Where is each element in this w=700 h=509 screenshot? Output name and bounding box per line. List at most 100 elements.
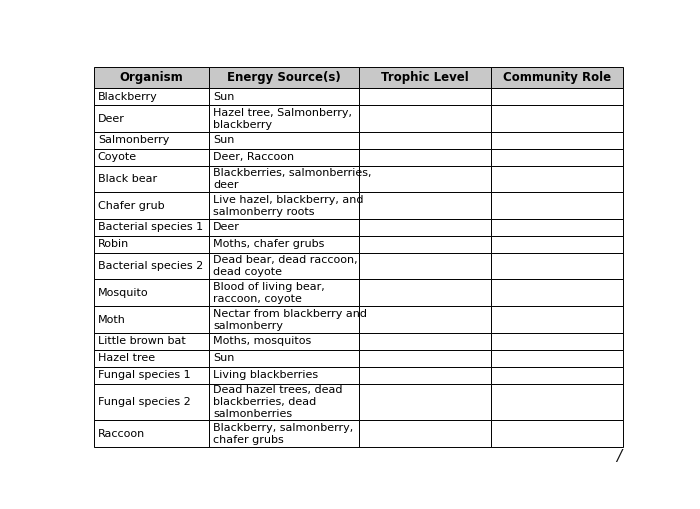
Bar [358,279,491,306]
Bar [358,67,491,88]
Text: Raccoon: Raccoon [98,429,145,439]
Text: Living blackberries: Living blackberries [214,370,318,380]
Bar [358,253,491,279]
Bar [491,350,624,366]
Text: Bacterial species 2: Bacterial species 2 [98,261,203,271]
Bar [209,149,358,165]
Text: Organism: Organism [120,71,183,84]
Bar [491,366,624,384]
Text: Salmonberry: Salmonberry [98,135,169,146]
Bar [491,279,624,306]
Bar [209,350,358,366]
Bar [94,165,209,192]
Bar [491,132,624,149]
Text: /: / [616,449,621,464]
Bar [94,384,209,420]
Bar [358,350,491,366]
Text: Black bear: Black bear [98,174,157,184]
Text: Nectar from blackberry and
salmonberry: Nectar from blackberry and salmonberry [214,308,368,330]
Bar [491,253,624,279]
Text: Hazel tree, Salmonberry,
blackberry: Hazel tree, Salmonberry, blackberry [214,107,352,129]
Bar [358,236,491,253]
Bar [358,192,491,219]
Text: Fungal species 2: Fungal species 2 [98,397,190,407]
Bar [491,88,624,105]
Bar [209,279,358,306]
Bar [94,306,209,333]
Bar [358,149,491,165]
Bar [358,384,491,420]
Text: Community Role: Community Role [503,71,611,84]
Bar [209,333,358,350]
Text: Robin: Robin [98,239,129,249]
Text: Dead hazel trees, dead
blackberries, dead
salmonberries: Dead hazel trees, dead blackberries, dea… [214,385,343,419]
Bar [358,306,491,333]
Bar [209,67,358,88]
Text: Sun: Sun [214,135,235,146]
Bar [491,384,624,420]
Bar [491,149,624,165]
Bar [358,366,491,384]
Bar [358,132,491,149]
Bar [358,165,491,192]
Bar [94,333,209,350]
Text: Moths, chafer grubs: Moths, chafer grubs [214,239,325,249]
Text: Sun: Sun [214,92,235,102]
Bar [209,132,358,149]
Text: Moth: Moth [98,315,126,325]
Bar [209,88,358,105]
Bar [491,105,624,132]
Bar [491,236,624,253]
Bar [209,306,358,333]
Bar [94,88,209,105]
Bar [358,88,491,105]
Bar [358,333,491,350]
Bar [94,253,209,279]
Bar [491,420,624,447]
Bar [209,253,358,279]
Bar [209,236,358,253]
Bar [209,219,358,236]
Bar [209,384,358,420]
Text: Little brown bat: Little brown bat [98,336,186,346]
Bar [491,165,624,192]
Bar [209,192,358,219]
Bar [94,132,209,149]
Bar [94,420,209,447]
Text: Trophic Level: Trophic Level [381,71,469,84]
Text: Blackberries, salmonberries,
deer: Blackberries, salmonberries, deer [214,168,372,190]
Bar [358,219,491,236]
Text: Mosquito: Mosquito [98,288,148,298]
Bar [491,333,624,350]
Bar [358,105,491,132]
Text: Chafer grub: Chafer grub [98,201,164,211]
Bar [209,366,358,384]
Text: Deer: Deer [214,222,240,233]
Bar [358,420,491,447]
Bar [94,366,209,384]
Text: Blackberry, salmonberry,
chafer grubs: Blackberry, salmonberry, chafer grubs [214,423,354,445]
Text: Live hazel, blackberry, and
salmonberry roots: Live hazel, blackberry, and salmonberry … [214,194,364,217]
Bar [94,149,209,165]
Bar [209,105,358,132]
Bar [491,192,624,219]
Text: Moths, mosquitos: Moths, mosquitos [214,336,312,346]
Text: Fungal species 1: Fungal species 1 [98,370,190,380]
Bar [94,67,209,88]
Bar [94,105,209,132]
Bar [209,165,358,192]
Text: Blood of living bear,
raccoon, coyote: Blood of living bear, raccoon, coyote [214,282,325,304]
Bar [94,192,209,219]
Bar [491,67,624,88]
Bar [94,350,209,366]
Text: Sun: Sun [214,353,235,363]
Text: Bacterial species 1: Bacterial species 1 [98,222,203,233]
Bar [94,236,209,253]
Text: Deer: Deer [98,114,125,124]
Bar [491,306,624,333]
Text: Blackberry: Blackberry [98,92,158,102]
Bar [94,279,209,306]
Bar [209,420,358,447]
Text: Hazel tree: Hazel tree [98,353,155,363]
Text: Coyote: Coyote [98,152,137,162]
